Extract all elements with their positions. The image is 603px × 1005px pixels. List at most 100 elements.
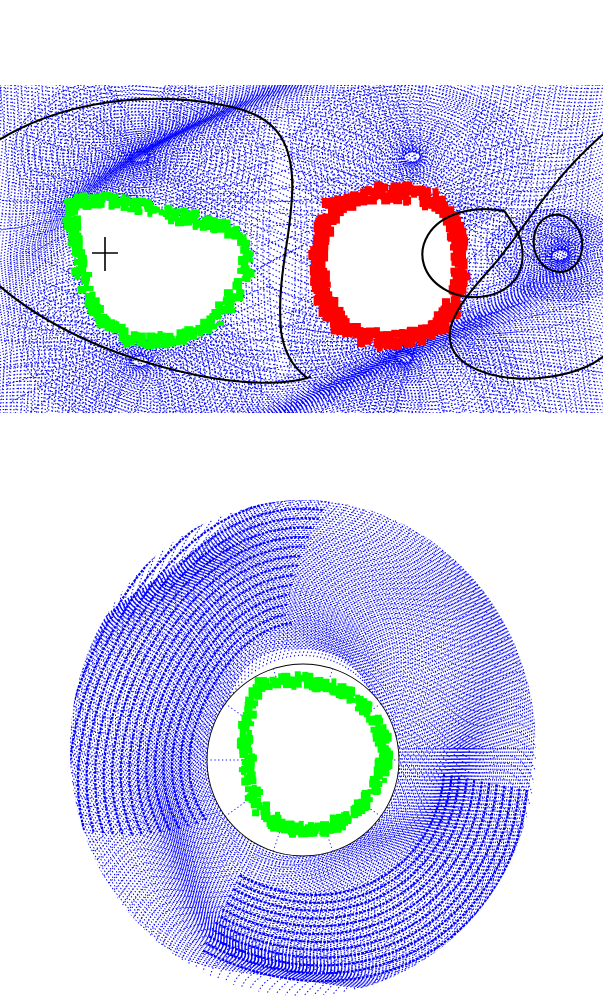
contour-loop	[379, 340, 429, 374]
coast-pixel	[310, 271, 322, 280]
coast-pixel	[294, 671, 301, 681]
coast-pixel	[229, 307, 236, 313]
converging-line	[57, 131, 147, 187]
contour-loop	[94, 128, 186, 186]
crosshair-marker[interactable]	[92, 237, 118, 271]
polar-accent-arc	[102, 526, 314, 835]
coast-pixel	[422, 330, 432, 338]
coast-pixel	[311, 831, 318, 837]
coast-pixel	[231, 226, 239, 236]
coast-pixel	[256, 802, 263, 811]
polar-spoke	[264, 831, 352, 996]
coast-pixel	[140, 338, 147, 346]
polar-spoke	[389, 742, 501, 896]
contour-loop	[548, 247, 572, 263]
polar-spoke	[254, 500, 342, 665]
coast-pixel	[310, 277, 320, 286]
polar-spoke	[342, 587, 488, 667]
coast-pixel	[240, 246, 250, 254]
fan-line	[139, 85, 166, 413]
coast-pixel	[313, 284, 323, 295]
coast-pixel	[439, 211, 450, 218]
contour-loop	[67, 111, 213, 203]
coast-pixel	[293, 825, 302, 835]
coast-pixel	[207, 315, 215, 322]
polar-spoke	[266, 501, 358, 662]
coast-pixel	[375, 334, 382, 343]
converging-line	[174, 123, 319, 189]
coast-pixel	[364, 701, 373, 707]
coast-pixel	[313, 235, 324, 242]
coast-pixel	[308, 683, 318, 691]
fan-line	[41, 85, 58, 413]
coast-pixel	[205, 320, 215, 330]
polar-ring	[142, 576, 466, 936]
coast-pixel	[355, 192, 366, 202]
coast-pixel	[165, 338, 175, 344]
polar-spoke	[319, 816, 388, 996]
coast-pixel	[248, 777, 257, 784]
streamline	[0, 94, 603, 164]
polar-spoke	[70, 764, 232, 811]
streamline	[0, 336, 603, 410]
fan-line	[244, 85, 260, 413]
coast-pixel	[349, 195, 356, 204]
coast-pixel	[164, 204, 172, 214]
polar-ring	[70, 516, 513, 977]
polar-spoke	[242, 500, 324, 669]
polar-ring	[79, 529, 503, 971]
polar-spoke	[333, 567, 471, 663]
converging-line	[0, 334, 135, 343]
polar-spoke	[384, 716, 533, 816]
coast-pixel	[358, 798, 364, 806]
coast-pixel	[144, 340, 151, 349]
polar-ring	[133, 569, 472, 943]
polar-spoke	[93, 820, 251, 869]
converging-line	[182, 339, 280, 360]
contour-loop	[375, 133, 449, 181]
fan-line	[346, 85, 367, 413]
coast-pixel	[332, 198, 340, 205]
polar-ring	[174, 610, 439, 887]
polar-spoke	[95, 621, 218, 762]
polar-ring	[176, 612, 438, 885]
coast-pixel	[322, 213, 330, 223]
polar-spoke	[320, 544, 446, 659]
coast-pixel	[259, 683, 266, 692]
coast-pixel	[71, 220, 79, 227]
polar-accent-arc	[93, 516, 319, 834]
converging-line	[372, 350, 413, 413]
coast-pixel	[71, 197, 79, 204]
converging-line	[322, 341, 406, 380]
contour-loop	[20, 85, 260, 233]
coast-pixel	[232, 293, 242, 302]
coast-pixel	[391, 329, 403, 336]
coast-pixel	[320, 821, 329, 827]
streamline	[0, 85, 603, 138]
coast-pixel	[137, 197, 147, 206]
streamline	[0, 354, 603, 413]
coast-pixel	[247, 698, 254, 705]
polar-accent-arc	[76, 500, 330, 831]
coast-pixel	[110, 193, 119, 203]
streamline	[0, 346, 603, 413]
coast-pixel	[422, 201, 428, 211]
streamline	[0, 315, 603, 396]
contour-loop	[394, 350, 414, 364]
streamline	[0, 377, 603, 413]
converging-line	[366, 93, 414, 182]
coast-pixel	[211, 217, 218, 226]
coast-pixel	[236, 289, 244, 297]
polar-spoke	[388, 762, 473, 942]
polar-accent-arc	[179, 613, 287, 824]
contour-loop	[337, 110, 487, 204]
coast-pixel	[242, 251, 248, 257]
coast-pixel	[74, 235, 83, 245]
major-contour-left-arc	[0, 97, 308, 379]
coast-pixel	[241, 258, 248, 266]
coast-pixel	[72, 215, 81, 224]
polar-spoke	[154, 837, 283, 946]
coast-pixel	[339, 821, 346, 830]
coast-pixel	[168, 216, 175, 225]
polar-spoke	[85, 816, 247, 852]
